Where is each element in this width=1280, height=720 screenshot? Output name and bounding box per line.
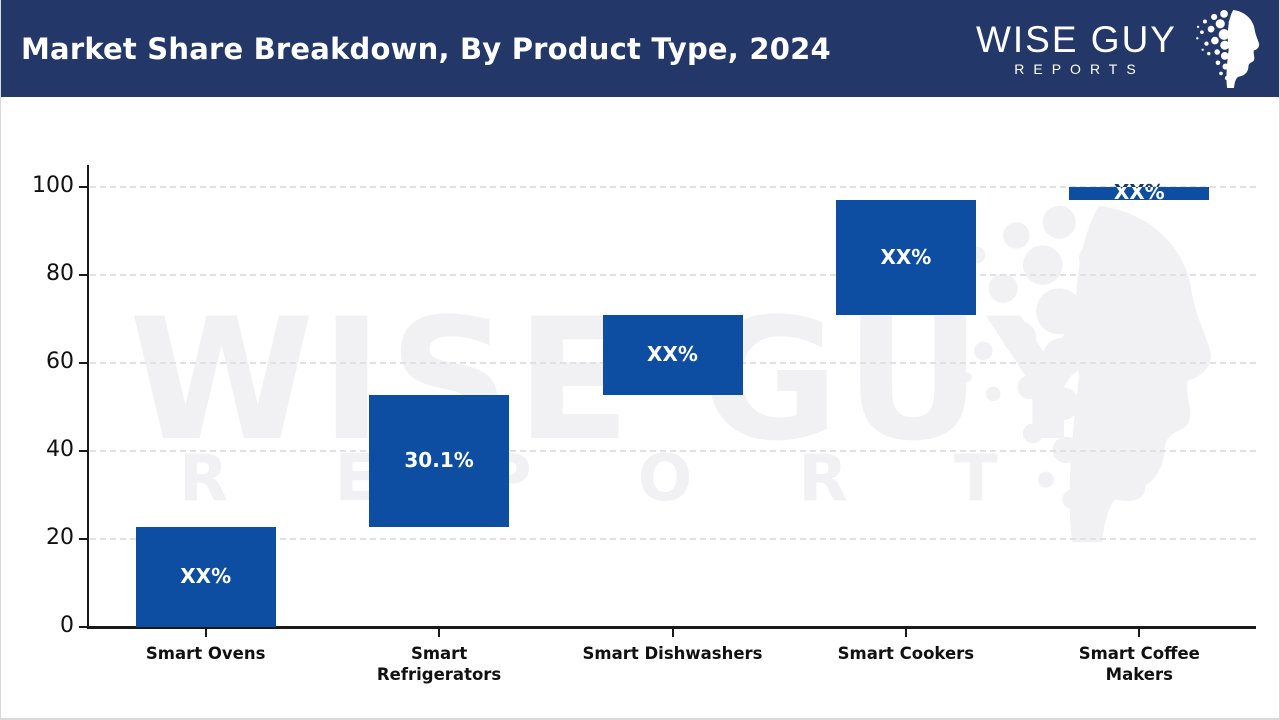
- bar-smart-ovens: XX%: [135, 527, 276, 627]
- gridline-40: [90, 450, 1256, 452]
- y-tick-label: 60: [46, 349, 74, 374]
- bar-smart-refrigerators: 30.1%: [369, 394, 510, 528]
- bar-smart-dishwashers: XX%: [602, 315, 743, 395]
- gridline-80: [90, 274, 1256, 276]
- y-tick-mark: [79, 450, 87, 452]
- x-category-label: Smart Cookers: [837, 644, 975, 663]
- x-tick-mark: [1138, 629, 1141, 637]
- x-tick-mark: [904, 629, 907, 637]
- chart-title: Market Share Breakdown, By Product Type,…: [21, 31, 831, 66]
- x-category-label: Smart Ovens: [145, 644, 266, 663]
- watermark-subtext: R E P O R T S: [179, 442, 1193, 516]
- x-category-label: Smart Refrigerators: [376, 644, 502, 685]
- y-axis-line: [87, 165, 89, 629]
- y-tick-label: 80: [46, 261, 74, 286]
- wise-guy-logo-text: WISE GUY REPORTS: [975, 19, 1177, 77]
- y-tick-mark: [79, 274, 87, 276]
- bar-value-label: XX%: [1113, 187, 1165, 200]
- x-tick-mark: [204, 629, 207, 637]
- bar-smart-cookers: XX%: [835, 199, 976, 316]
- bar-value-label: XX%: [180, 564, 232, 589]
- x-category-label: Smart Coffee Makers: [1078, 644, 1200, 685]
- x-axis-line: [87, 626, 1256, 629]
- y-tick-label: 0: [60, 613, 74, 638]
- y-tick-label: 20: [46, 525, 74, 550]
- y-tick-mark: [79, 362, 87, 364]
- y-tick-mark: [79, 186, 87, 188]
- bar-smart-coffee-makers: XX%: [1069, 187, 1210, 200]
- wise-guy-head-icon: [1196, 10, 1260, 88]
- y-tick-mark: [79, 538, 87, 540]
- y-tick-label: 100: [32, 173, 74, 198]
- bar-value-label: XX%: [880, 244, 932, 269]
- logo-brand-subtitle: REPORTS: [1014, 60, 1145, 77]
- x-tick-mark: [438, 629, 441, 637]
- logo-brand-name: WISE GUY: [975, 19, 1177, 61]
- x-category-label: Smart Dishwashers: [582, 644, 763, 663]
- bar-value-label: 30.1%: [404, 447, 474, 472]
- header: Market Share Breakdown, By Product Type,…: [1, 0, 1279, 97]
- y-tick-mark: [79, 626, 87, 628]
- gridline-20: [90, 538, 1256, 540]
- gridline-100: [90, 186, 1256, 188]
- wise-guy-logo: WISE GUY REPORTS: [976, 6, 1263, 92]
- x-tick-mark: [671, 629, 674, 637]
- bar-value-label: XX%: [647, 342, 698, 367]
- y-tick-label: 40: [46, 437, 74, 462]
